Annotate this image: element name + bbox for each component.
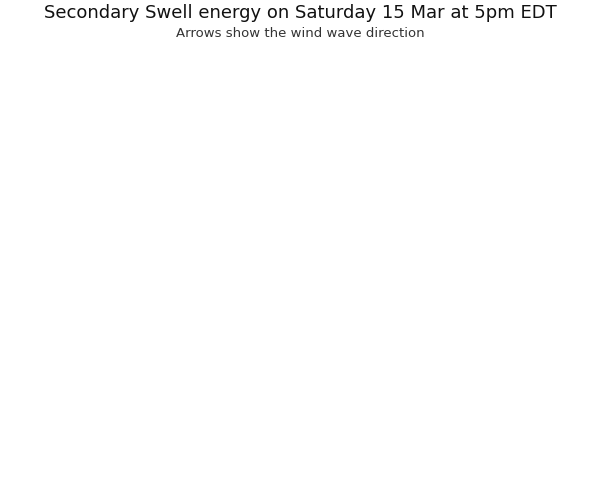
Text: No module named 'cartopy': No module named 'cartopy' — [223, 261, 378, 270]
Text: Arrows show the wind wave direction: Arrows show the wind wave direction — [176, 27, 425, 40]
Text: Secondary Swell energy on Saturday 15 Mar at 5pm EDT: Secondary Swell energy on Saturday 15 Ma… — [44, 4, 557, 22]
